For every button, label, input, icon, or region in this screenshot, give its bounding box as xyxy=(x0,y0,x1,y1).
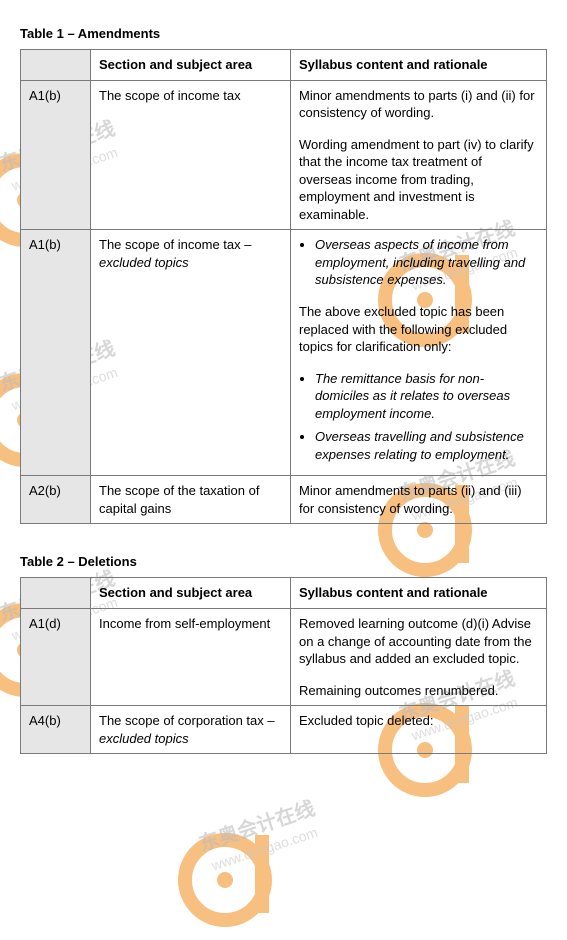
table1-col0 xyxy=(21,50,91,81)
row-content: Removed learning outcome (d)(i) Advise o… xyxy=(291,609,547,706)
svg-text:东奥会计在线: 东奥会计在线 xyxy=(196,796,318,856)
row-code: A2(b) xyxy=(21,476,91,524)
row-content: Minor amendments to parts (i) and (ii) f… xyxy=(291,80,547,230)
table1-header-row: Section and subject area Syllabus conten… xyxy=(21,50,547,81)
table-row: A1(b)The scope of income taxMinor amendm… xyxy=(21,80,547,230)
row-code: A1(b) xyxy=(21,80,91,230)
table2: Section and subject area Syllabus conten… xyxy=(20,577,547,754)
page-content: Table 1 – Amendments Section and subject… xyxy=(20,26,547,754)
row-code: A4(b) xyxy=(21,706,91,754)
row-subject: The scope of income tax xyxy=(91,80,291,230)
table2-title: Table 2 – Deletions xyxy=(20,554,547,569)
row-subject: Income from self-employment xyxy=(91,609,291,706)
row-subject: The scope of income tax – excluded topic… xyxy=(91,230,291,476)
table1-col1: Section and subject area xyxy=(91,50,291,81)
table2-col0 xyxy=(21,578,91,609)
watermark: 东奥会计在线 www.dongao.com xyxy=(170,790,370,940)
table2-header-row: Section and subject area Syllabus conten… xyxy=(21,578,547,609)
table1-body: A1(b)The scope of income taxMinor amendm… xyxy=(21,80,547,524)
row-content: Overseas aspects of income from employme… xyxy=(291,230,547,476)
row-content: Excluded topic deleted: xyxy=(291,706,547,754)
row-code: A1(b) xyxy=(21,230,91,476)
table-row: A2(b)The scope of the taxation of capita… xyxy=(21,476,547,524)
row-subject: The scope of the taxation of capital gai… xyxy=(91,476,291,524)
table-row: A4(b)The scope of corporation tax – excl… xyxy=(21,706,547,754)
table1-col2: Syllabus content and rationale xyxy=(291,50,547,81)
table1: Section and subject area Syllabus conten… xyxy=(20,49,547,524)
row-code: A1(d) xyxy=(21,609,91,706)
table2-col2: Syllabus content and rationale xyxy=(291,578,547,609)
table-row: A1(b)The scope of income tax – excluded … xyxy=(21,230,547,476)
table-row: A1(d)Income from self-employmentRemoved … xyxy=(21,609,547,706)
table2-body: A1(d)Income from self-employmentRemoved … xyxy=(21,609,547,754)
row-content: Minor amendments to parts (ii) and (iii)… xyxy=(291,476,547,524)
table2-col1: Section and subject area xyxy=(91,578,291,609)
row-subject: The scope of corporation tax – excluded … xyxy=(91,706,291,754)
table1-title: Table 1 – Amendments xyxy=(20,26,547,41)
svg-text:www.dongao.com: www.dongao.com xyxy=(209,824,320,874)
